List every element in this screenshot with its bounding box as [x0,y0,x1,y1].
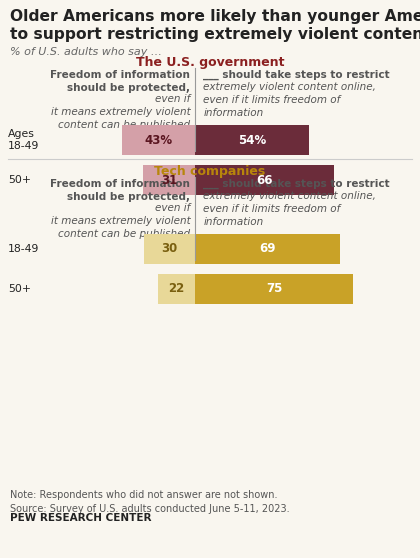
Text: extremely violent content online,
even if it limits freedom of
information: extremely violent content online, even i… [203,191,376,227]
Text: Note: Respondents who did not answer are not shown.
Source: Survey of U.S. adult: Note: Respondents who did not answer are… [10,490,290,514]
Text: 18-49: 18-49 [8,244,39,254]
Text: 75: 75 [266,282,282,296]
Text: Ages
18-49: Ages 18-49 [8,129,39,151]
Text: 54%: 54% [238,133,266,147]
Text: ___ should take steps to restrict: ___ should take steps to restrict [203,179,390,189]
Text: Freedom of information
should be protected,: Freedom of information should be protect… [50,70,190,93]
Text: extremely violent content online,
even if it limits freedom of
information: extremely violent content online, even i… [203,82,376,118]
Text: Older Americans more likely than younger Americans
to support restricting extrem: Older Americans more likely than younger… [10,9,420,42]
FancyBboxPatch shape [144,234,195,264]
FancyBboxPatch shape [195,125,309,155]
FancyBboxPatch shape [195,274,353,304]
Text: The U.S. government: The U.S. government [136,56,284,69]
Text: even if
it means extremely violent
content can be published: even if it means extremely violent conte… [50,94,190,129]
FancyBboxPatch shape [195,234,340,264]
Text: Freedom of information
should be protected,: Freedom of information should be protect… [50,179,190,202]
Text: 22: 22 [168,282,185,296]
Text: % of U.S. adults who say …: % of U.S. adults who say … [10,47,162,57]
FancyBboxPatch shape [143,165,195,195]
Text: 50+: 50+ [8,175,31,185]
Text: 66: 66 [256,174,273,186]
Text: even if
it means extremely violent
content can be published: even if it means extremely violent conte… [50,203,190,239]
FancyBboxPatch shape [122,125,195,155]
Text: 30: 30 [162,243,178,256]
Text: 43%: 43% [144,133,173,147]
Text: ___ should take steps to restrict: ___ should take steps to restrict [203,70,390,80]
Text: PEW RESEARCH CENTER: PEW RESEARCH CENTER [10,513,152,523]
FancyBboxPatch shape [158,274,195,304]
Text: Tech companies: Tech companies [155,165,265,178]
Text: 31: 31 [161,174,177,186]
Text: 69: 69 [260,243,276,256]
FancyBboxPatch shape [195,165,334,195]
Text: 50+: 50+ [8,284,31,294]
